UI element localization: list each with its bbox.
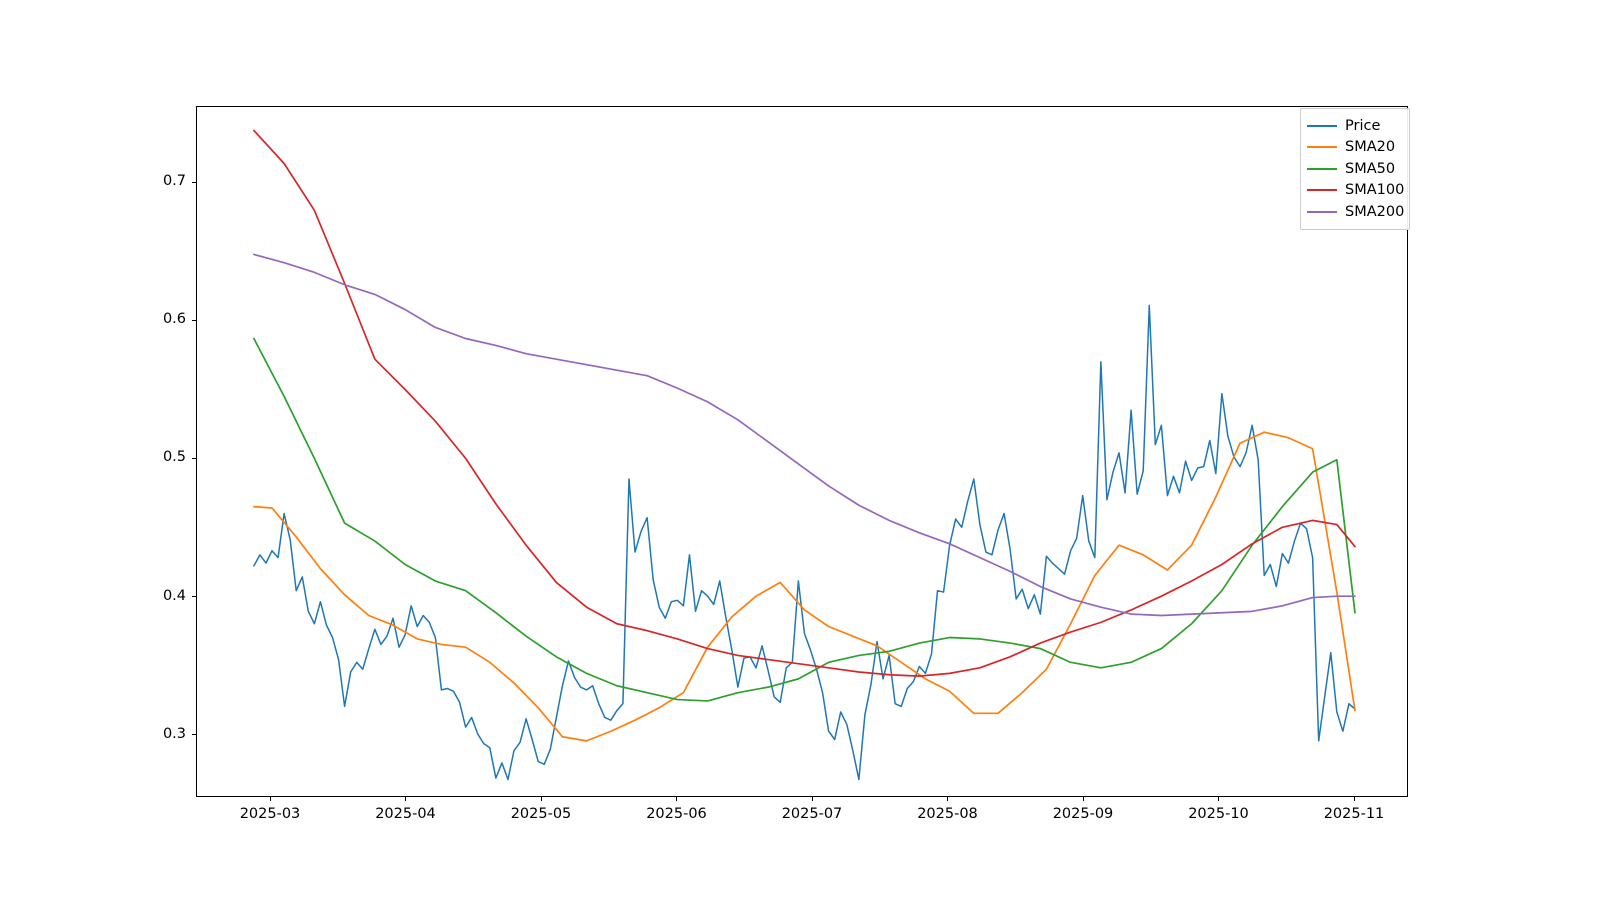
legend-label-sma100: SMA100 — [1345, 182, 1405, 198]
x-tick-label: 2025-08 — [917, 806, 978, 822]
legend-swatch-sma20 — [1307, 146, 1337, 149]
x-tick-label: 2025-06 — [646, 806, 707, 822]
legend-item-sma20[interactable]: SMA20 — [1307, 137, 1402, 159]
x-tickmark — [405, 797, 407, 801]
chart-legend: Price SMA20 SMA50 SMA100 SMA200 — [1300, 108, 1410, 230]
x-tick-label: 2025-04 — [375, 806, 436, 822]
legend-swatch-sma100 — [1307, 189, 1337, 192]
legend-label-price: Price — [1345, 117, 1381, 134]
x-tickmark — [811, 797, 813, 801]
y-tick-label: 0.5 — [162, 449, 186, 466]
x-tickmark — [947, 797, 949, 801]
series-line-sma100 — [254, 130, 1355, 676]
y-tickmark — [192, 457, 196, 459]
x-tick-label: 2025-05 — [510, 806, 572, 822]
y-tickmark — [192, 734, 196, 736]
y-tick-label: 0.3 — [162, 725, 186, 742]
x-tick-label: 2025-09 — [1052, 806, 1114, 822]
legend-swatch-sma200 — [1307, 210, 1337, 213]
y-tickmark — [192, 319, 196, 321]
legend-item-sma100[interactable]: SMA100 — [1307, 180, 1405, 202]
series-line-sma20 — [254, 432, 1355, 741]
x-tick-label: 2025-11 — [1323, 806, 1385, 822]
series-line-sma50 — [254, 339, 1355, 701]
y-tick-label: 0.7 — [162, 173, 186, 189]
legend-item-sma50[interactable]: SMA50 — [1307, 158, 1402, 180]
x-tick-label: 2025-03 — [239, 806, 301, 822]
y-tick-label: 0.4 — [162, 587, 186, 604]
x-tick-label: 2025-07 — [781, 806, 843, 822]
y-tickmark — [192, 596, 196, 598]
x-tickmark — [1353, 797, 1355, 801]
legend-swatch-sma50 — [1307, 167, 1337, 170]
legend-label-sma50: SMA50 — [1345, 160, 1396, 177]
y-tickmark — [192, 181, 196, 183]
legend-item-sma200[interactable]: SMA200 — [1307, 201, 1405, 223]
series-line-price — [254, 305, 1355, 779]
y-tick-label: 0.6 — [162, 311, 186, 328]
legend-label-sma20: SMA20 — [1345, 139, 1396, 155]
legend-item-price[interactable]: Price — [1307, 115, 1402, 137]
legend-swatch-price — [1307, 124, 1337, 127]
legend-label-sma200: SMA200 — [1345, 203, 1405, 220]
x-tickmark — [1218, 797, 1220, 801]
x-tickmark — [1082, 797, 1084, 801]
x-tick-label: 2025-10 — [1188, 806, 1249, 822]
x-tickmark — [269, 797, 271, 801]
series-line-sma200 — [254, 254, 1355, 615]
chart-lines-svg — [197, 107, 1407, 796]
x-tickmark — [676, 797, 678, 801]
x-tickmark — [540, 797, 542, 801]
plot-area — [196, 106, 1408, 797]
